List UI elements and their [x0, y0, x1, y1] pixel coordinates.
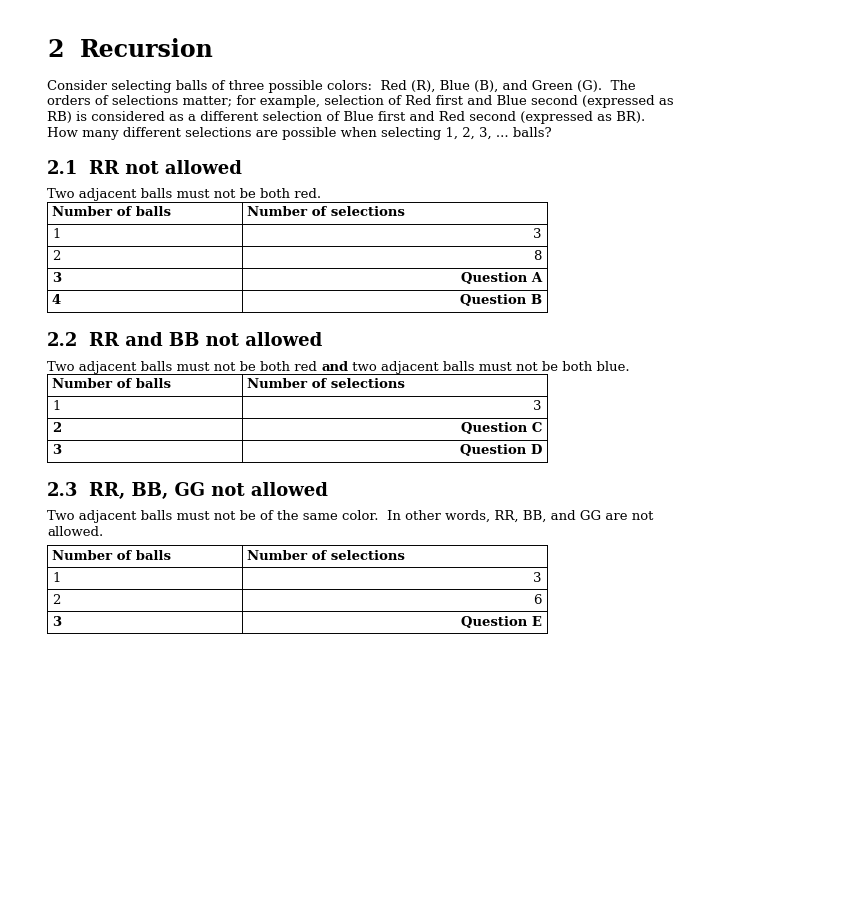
Text: 2: 2	[52, 593, 60, 606]
Text: Consider selecting balls of three possible colors:  Red (R), Blue (B), and Green: Consider selecting balls of three possib…	[47, 80, 636, 93]
Text: 1: 1	[52, 571, 60, 584]
Text: 2: 2	[52, 250, 60, 264]
Text: Recursion: Recursion	[80, 38, 214, 62]
Text: Number of selections: Number of selections	[247, 207, 405, 219]
Text: Number of balls: Number of balls	[52, 550, 171, 562]
Text: 3: 3	[534, 400, 542, 413]
Text: Question A: Question A	[461, 272, 542, 286]
Text: and: and	[321, 361, 348, 374]
Text: Question D: Question D	[460, 444, 542, 458]
Text: Two adjacent balls must not be of the same color.  In other words, RR, BB, and G: Two adjacent balls must not be of the sa…	[47, 510, 654, 523]
Text: RR not allowed: RR not allowed	[89, 160, 242, 178]
Text: 2.2: 2.2	[47, 332, 78, 350]
Text: RR, BB, GG not allowed: RR, BB, GG not allowed	[89, 482, 328, 500]
Text: How many different selections are possible when selecting 1, 2, 3, ... balls?: How many different selections are possib…	[47, 126, 552, 139]
Text: 3: 3	[52, 272, 61, 286]
Text: 3: 3	[534, 571, 542, 584]
Text: two adjacent balls must not be both blue.: two adjacent balls must not be both blue…	[348, 361, 630, 374]
Text: Number of selections: Number of selections	[247, 550, 405, 562]
Text: Two adjacent balls must not be both red.: Two adjacent balls must not be both red.	[47, 188, 321, 201]
Text: allowed.: allowed.	[47, 525, 103, 539]
Text: 2.3: 2.3	[47, 482, 78, 500]
Text: 2: 2	[47, 38, 63, 62]
Text: Question B: Question B	[460, 295, 542, 308]
Text: 3: 3	[52, 615, 61, 629]
Text: 4: 4	[52, 295, 61, 308]
Text: 1: 1	[52, 228, 60, 241]
Text: Two adjacent balls must not be both red: Two adjacent balls must not be both red	[47, 361, 321, 374]
Text: 2: 2	[52, 422, 61, 436]
Text: Question E: Question E	[461, 615, 542, 629]
Text: Number of selections: Number of selections	[247, 379, 405, 391]
Text: Number of balls: Number of balls	[52, 207, 171, 219]
Text: 2.1: 2.1	[47, 160, 78, 178]
Text: 8: 8	[534, 250, 542, 264]
Text: RB) is considered as a different selection of Blue first and Red second (express: RB) is considered as a different selecti…	[47, 111, 645, 124]
Text: 6: 6	[534, 593, 542, 606]
Text: 3: 3	[534, 228, 542, 241]
Text: orders of selections matter; for example, selection of Red first and Blue second: orders of selections matter; for example…	[47, 96, 674, 108]
Text: 3: 3	[52, 444, 61, 458]
Text: Number of balls: Number of balls	[52, 379, 171, 391]
Text: 1: 1	[52, 400, 60, 413]
Text: Question C: Question C	[461, 422, 542, 436]
Text: RR and BB not allowed: RR and BB not allowed	[89, 332, 323, 350]
